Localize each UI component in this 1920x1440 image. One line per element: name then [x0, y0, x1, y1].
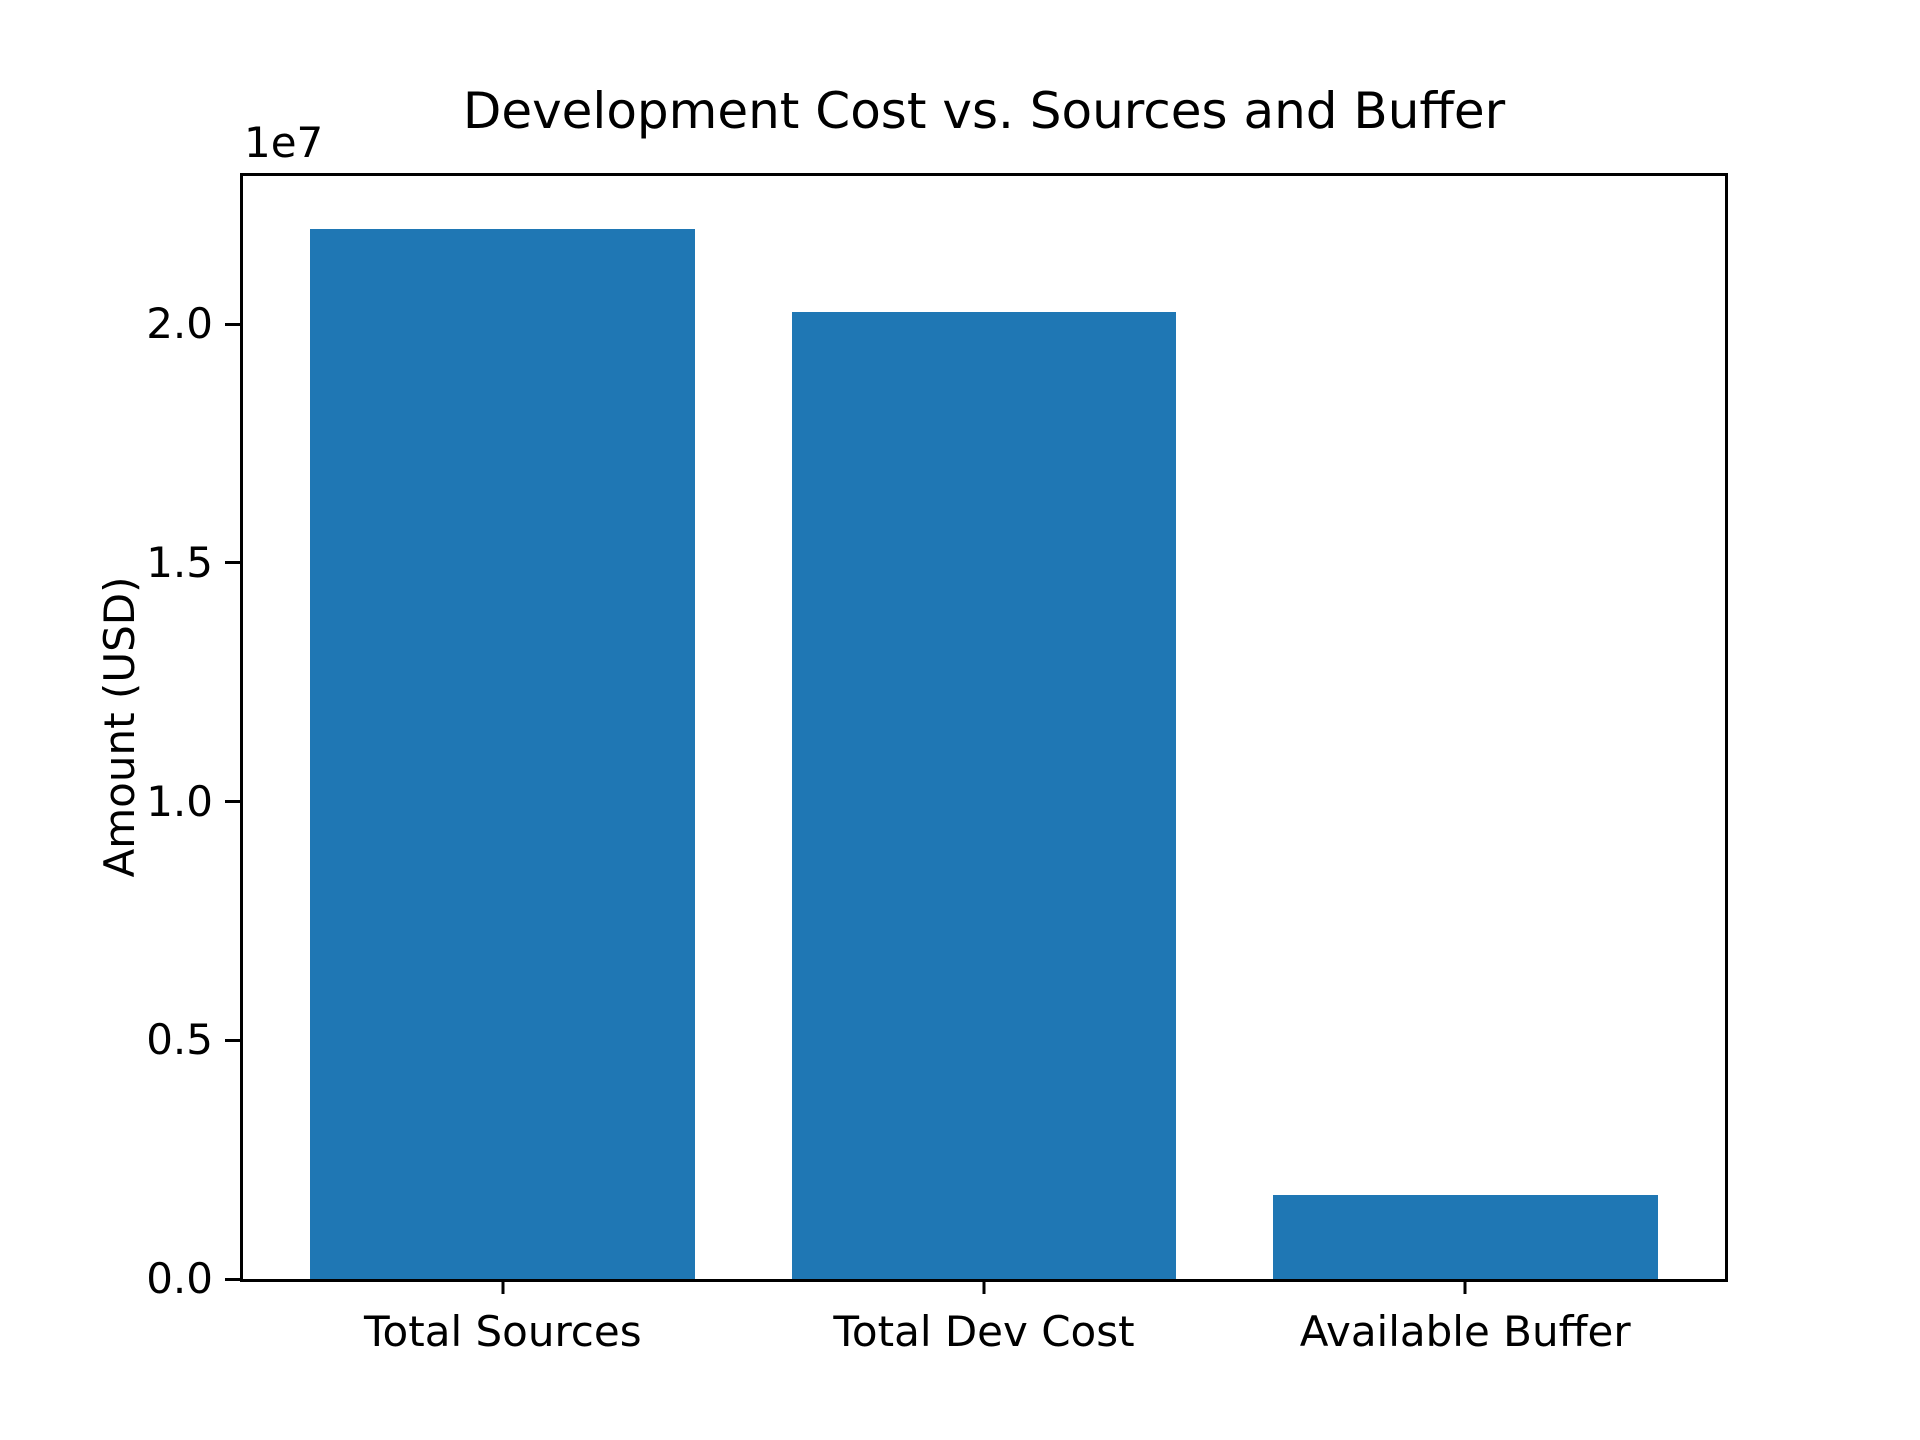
y-tick-label: 1.5	[146, 537, 213, 587]
y-tick-label: 0.0	[146, 1254, 213, 1303]
axes: Total Sources Total Dev Cost Available Buf…	[146, 173, 1728, 1356]
x-tick-label: Total Sources	[364, 1307, 642, 1356]
bar-available-buffer	[1272, 1195, 1658, 1279]
y-tick-mark	[225, 1277, 240, 1281]
y-tick-label: 2.0	[146, 299, 213, 349]
bar-total-sources	[310, 228, 696, 1279]
y-tick-label: 0.5	[146, 1015, 213, 1065]
y-axis-label: Amount (USD)	[95, 576, 144, 878]
y-tick-mark	[225, 322, 240, 326]
y-tick-mark	[225, 1038, 240, 1042]
y-axis-offset-text: 1e7	[244, 118, 324, 167]
chart-title: Development Cost vs. Sources and Buffer	[462, 82, 1506, 140]
y-tick-label: 1.0	[146, 776, 213, 826]
x-tick-label: Available Buffer	[1299, 1307, 1631, 1356]
y-tick-mark	[225, 561, 240, 565]
bar-total-dev-cost	[791, 312, 1177, 1279]
y-tick-mark	[225, 800, 240, 804]
x-tick-mark	[501, 1279, 505, 1294]
x-tick-label: Total Dev Cost	[833, 1307, 1135, 1356]
x-tick-mark	[1463, 1279, 1467, 1294]
x-tick-mark	[982, 1279, 986, 1294]
